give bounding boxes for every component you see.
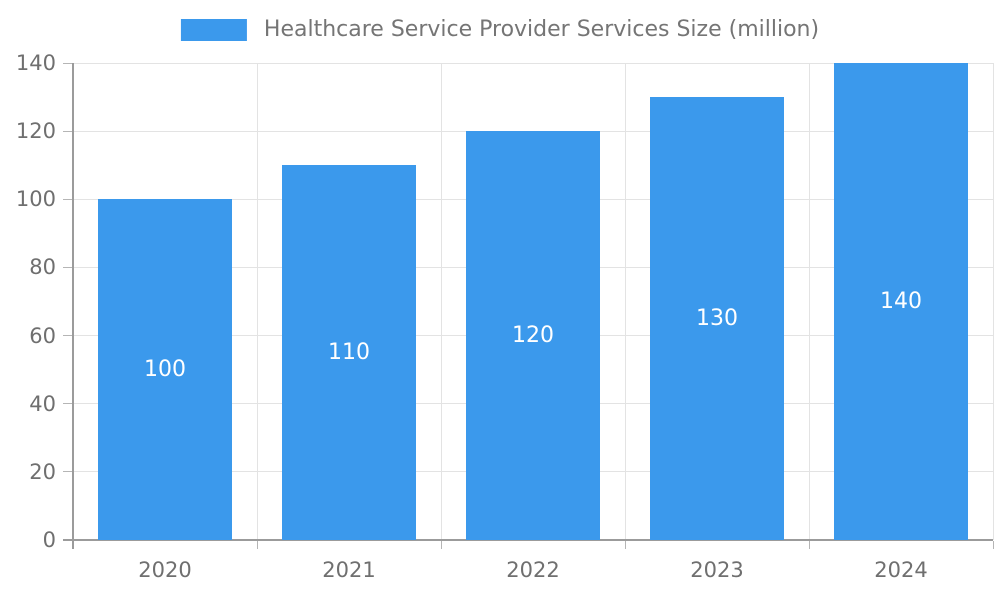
x-tick-mark <box>256 541 258 549</box>
x-tick-mark <box>992 541 994 549</box>
bar-2020[interactable]: 100 <box>98 199 232 540</box>
y-tick-label: 40 <box>29 391 56 416</box>
x-tick-label: 2021 <box>322 558 376 582</box>
x-tick-mark <box>440 541 442 549</box>
gridline-vertical <box>624 63 626 540</box>
legend[interactable]: Healthcare Service Provider Services Siz… <box>180 17 820 43</box>
gridline-horizontal <box>73 62 993 64</box>
gridline-vertical <box>440 63 442 540</box>
legend-label[interactable]: Healthcare Service Provider Services Siz… <box>263 17 820 42</box>
y-tick-label: 20 <box>29 459 56 484</box>
bar-value-label: 110 <box>328 339 370 365</box>
y-tick-mark <box>63 471 73 473</box>
bar-value-label: 130 <box>696 305 738 331</box>
y-axis-line <box>72 63 74 549</box>
y-tick-label: 140 <box>15 51 56 75</box>
gridline-vertical <box>256 63 258 540</box>
x-tick-label: 2020 <box>138 558 192 582</box>
bar-value-label: 120 <box>512 322 554 348</box>
y-tick-mark <box>63 62 73 64</box>
y-tick-mark <box>63 335 73 337</box>
y-tick-label: 100 <box>15 187 56 212</box>
bar-value-label: 100 <box>144 356 186 382</box>
y-tick-mark <box>63 130 73 132</box>
legend-swatch[interactable] <box>180 19 247 41</box>
bar-2023[interactable]: 130 <box>650 97 784 540</box>
bar-2021[interactable]: 110 <box>282 165 416 540</box>
x-tick-mark <box>624 541 626 549</box>
y-tick-label: 60 <box>29 323 56 348</box>
bar-value-label: 140 <box>880 288 922 314</box>
x-tick-label: 2022 <box>506 558 560 582</box>
y-tick-mark <box>63 266 73 268</box>
y-tick-mark <box>63 403 73 405</box>
x-axis-line <box>63 539 993 541</box>
y-tick-mark <box>63 198 73 200</box>
gridline-vertical <box>992 63 994 540</box>
bar-2022[interactable]: 120 <box>466 131 600 540</box>
gridline-vertical <box>808 63 810 540</box>
x-tick-mark <box>808 541 810 549</box>
x-tick-label: 2024 <box>874 558 928 582</box>
y-tick-label: 80 <box>29 255 56 280</box>
y-tick-label: 120 <box>15 119 56 144</box>
bar-2024[interactable]: 140 <box>834 63 968 540</box>
x-tick-label: 2023 <box>690 558 744 582</box>
y-tick-label: 0 <box>42 528 56 552</box>
